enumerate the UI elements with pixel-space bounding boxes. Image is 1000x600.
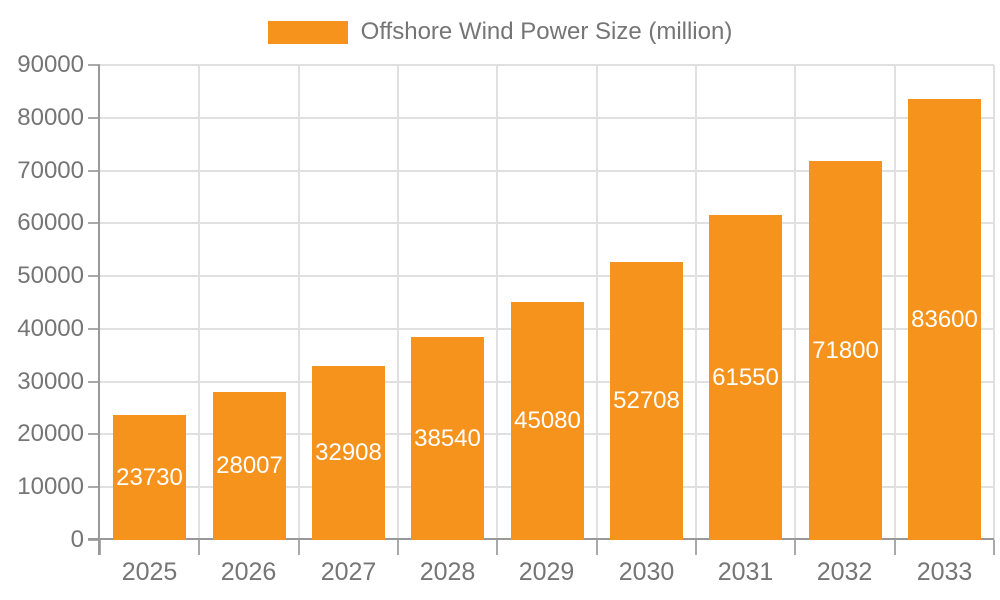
x-axis-tick <box>99 540 101 555</box>
y-axis-tick <box>88 222 100 225</box>
v-gridline <box>794 65 797 540</box>
x-axis-tick <box>595 540 598 555</box>
x-axis-label: 2033 <box>916 558 973 586</box>
legend-label: Offshore Wind Power Size (million) <box>360 18 733 45</box>
bar-value-label: 28007 <box>216 452 283 479</box>
y-axis-tick <box>88 486 100 489</box>
bar: 45080 <box>511 302 584 540</box>
legend-swatch <box>267 20 348 44</box>
y-axis-tick <box>88 169 100 172</box>
y-axis-tick <box>88 539 100 541</box>
v-gridline <box>397 65 399 540</box>
x-axis-label: 2026 <box>220 558 277 586</box>
bar-value-label: 45080 <box>514 407 581 434</box>
bar-value-label: 83600 <box>911 305 978 333</box>
v-gridline <box>595 65 598 540</box>
y-axis-tick <box>88 275 100 278</box>
x-axis-tick <box>397 540 399 555</box>
bar-value-label: 71800 <box>812 336 879 364</box>
y-axis-label: 40000 <box>17 314 84 342</box>
v-gridline <box>695 65 697 540</box>
bar-value-label: 38540 <box>414 424 481 452</box>
v-gridline <box>893 65 896 540</box>
bar: 71800 <box>809 161 882 540</box>
bar: 32908 <box>312 366 385 540</box>
bar-value-label: 52708 <box>613 387 680 414</box>
x-axis-tick <box>695 540 697 555</box>
bar: 23730 <box>113 415 186 540</box>
bar: 52708 <box>610 262 683 540</box>
h-gridline <box>100 169 994 172</box>
x-axis-tick <box>496 540 499 555</box>
x-axis-tick <box>893 540 896 555</box>
y-axis-label: 50000 <box>17 262 84 290</box>
y-axis-tick <box>88 64 100 66</box>
v-gridline <box>297 65 300 540</box>
y-axis-label: 80000 <box>17 103 84 131</box>
x-axis-label: 2029 <box>518 558 575 586</box>
bar: 28007 <box>213 392 286 540</box>
x-axis-label: 2032 <box>816 558 873 586</box>
y-axis-tick <box>88 327 100 330</box>
bar-value-label: 32908 <box>315 439 382 466</box>
x-axis-tick <box>794 540 797 555</box>
y-axis-tick <box>88 380 100 383</box>
y-axis-label: 0 <box>70 526 84 553</box>
x-axis-tick <box>198 540 201 555</box>
y-axis-label: 60000 <box>17 209 84 237</box>
bar: 83600 <box>908 99 981 540</box>
x-axis-label: 2027 <box>320 558 377 586</box>
v-gridline <box>496 65 499 540</box>
y-axis-label: 10000 <box>17 473 84 501</box>
h-gridline <box>100 116 994 119</box>
v-gridline <box>993 65 995 540</box>
bar-value-label: 23730 <box>116 463 183 491</box>
x-axis-tick <box>297 540 300 555</box>
x-axis-label: 2028 <box>419 558 476 586</box>
x-axis-label: 2025 <box>121 558 178 586</box>
h-gridline <box>100 222 994 225</box>
bar: 38540 <box>411 337 484 540</box>
h-gridline <box>100 275 994 278</box>
x-axis-tick <box>993 540 995 555</box>
y-axis-label: 20000 <box>17 420 84 448</box>
y-axis-tick <box>88 433 100 436</box>
y-axis-line <box>98 65 100 555</box>
y-axis-label: 70000 <box>17 156 84 184</box>
v-gridline <box>198 65 201 540</box>
bar-value-label: 61550 <box>712 363 779 391</box>
legend: Offshore Wind Power Size (million) <box>0 16 1000 48</box>
h-gridline <box>100 64 994 66</box>
y-axis-label: 30000 <box>17 367 84 395</box>
x-axis-label: 2030 <box>618 558 675 586</box>
y-axis-label: 90000 <box>17 51 84 78</box>
y-axis-tick <box>88 116 100 119</box>
x-axis-label: 2031 <box>717 558 774 586</box>
bar: 61550 <box>709 215 782 540</box>
